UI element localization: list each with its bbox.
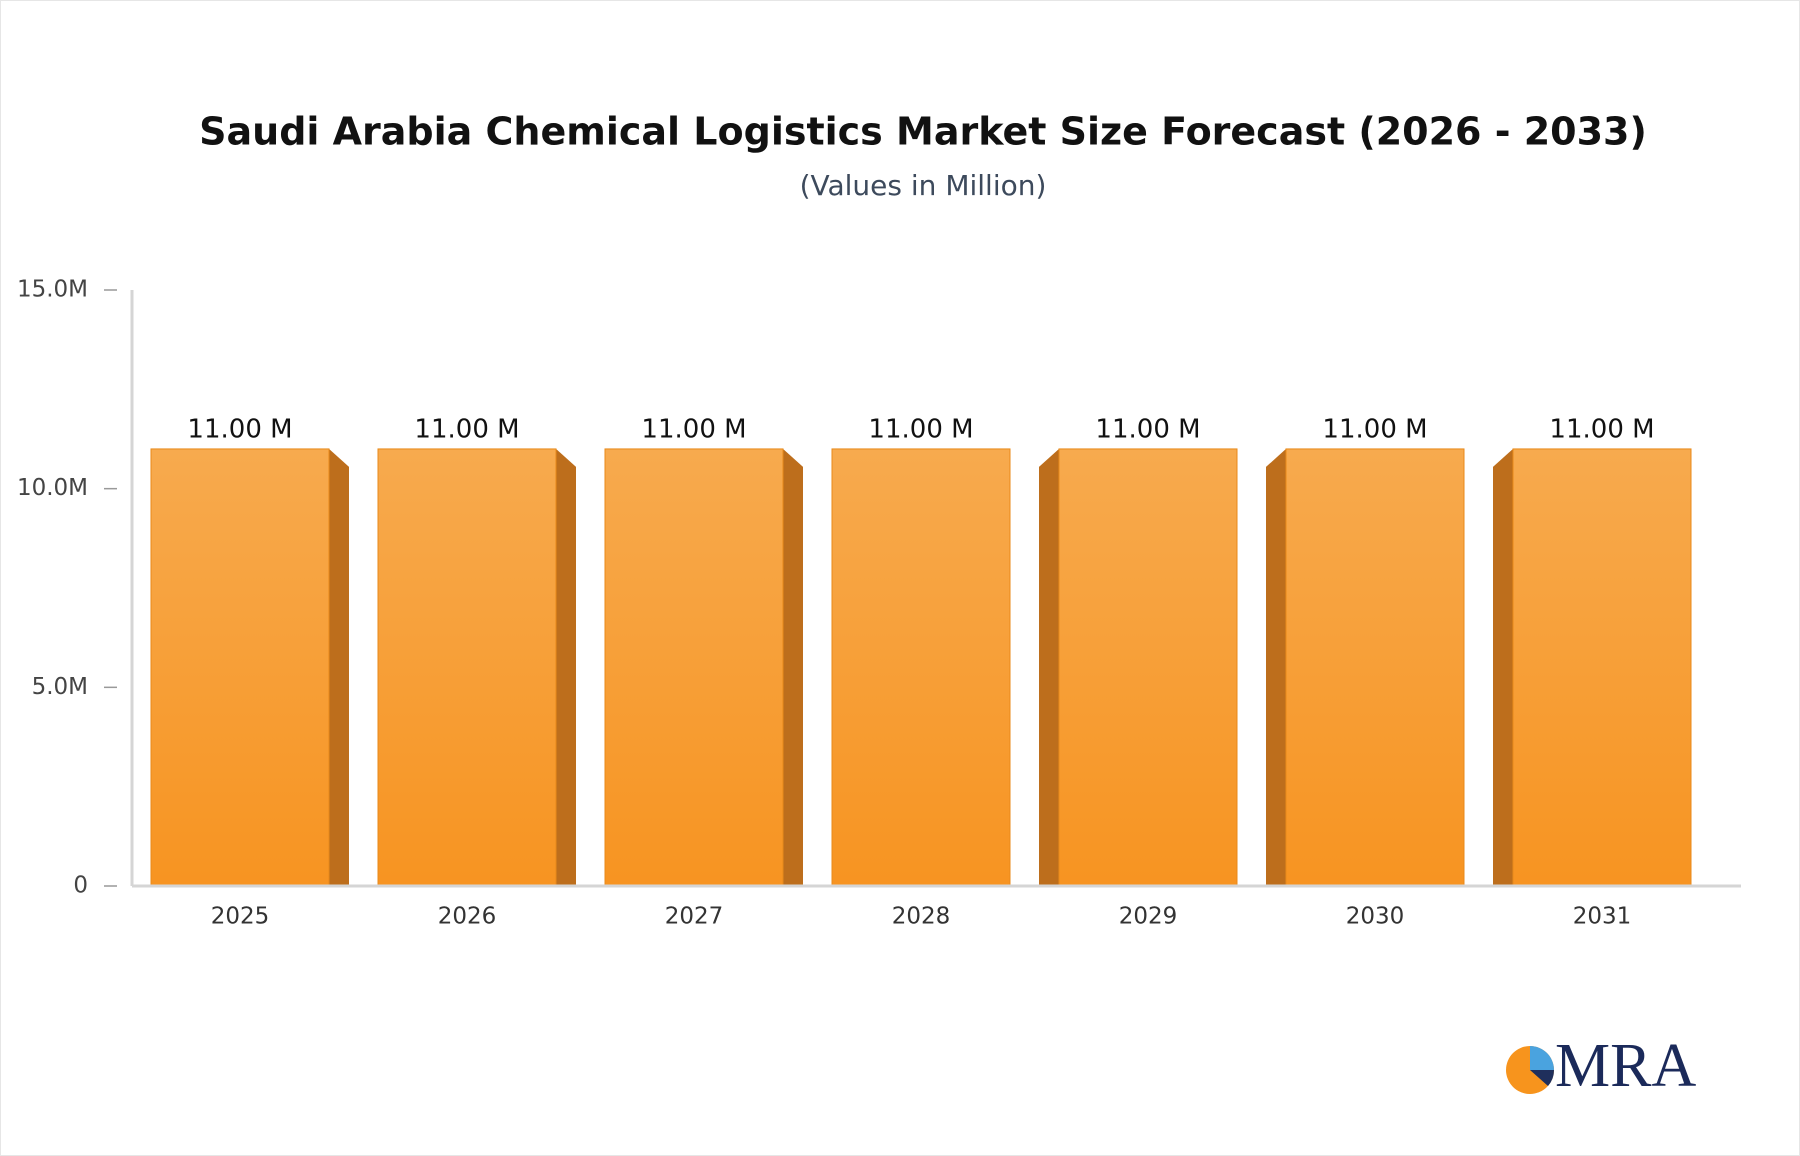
value-label: 11.00 M bbox=[1549, 414, 1654, 444]
x-tick-label: 2027 bbox=[665, 904, 724, 930]
x-tick-label: 2028 bbox=[892, 904, 951, 930]
bar-side bbox=[1493, 448, 1513, 886]
x-tick-label: 2029 bbox=[1119, 904, 1178, 930]
bar bbox=[1058, 448, 1238, 887]
bar-side bbox=[329, 448, 349, 886]
bar-side bbox=[1266, 448, 1286, 886]
chart-subtitle: (Values in Million) bbox=[800, 169, 1047, 202]
value-label: 11.00 M bbox=[1322, 414, 1427, 444]
logo-icon-piece bbox=[1530, 1070, 1555, 1086]
bar-side bbox=[1039, 448, 1059, 886]
value-label: 11.00 M bbox=[1095, 414, 1200, 444]
value-label: 11.00 M bbox=[414, 414, 519, 444]
logo-text: MRA bbox=[1555, 1032, 1696, 1100]
value-label: 11.00 M bbox=[868, 414, 973, 444]
bar bbox=[1285, 448, 1465, 887]
bar bbox=[150, 448, 330, 887]
bar bbox=[1512, 448, 1692, 887]
x-tick-label: 2026 bbox=[438, 904, 497, 930]
bar bbox=[831, 448, 1011, 887]
y-tick-label: 5.0M bbox=[32, 674, 88, 700]
bar-side bbox=[783, 448, 803, 886]
value-label: 11.00 M bbox=[187, 414, 292, 444]
y-tick-label: 0 bbox=[73, 873, 88, 899]
y-tick-label: 10.0M bbox=[17, 475, 88, 501]
x-tick-label: 2025 bbox=[211, 904, 270, 930]
bar bbox=[604, 448, 784, 887]
y-tick-label: 15.0M bbox=[17, 277, 88, 303]
bar bbox=[377, 448, 557, 887]
logo: MRA bbox=[1506, 1032, 1696, 1100]
x-tick-label: 2031 bbox=[1573, 904, 1632, 930]
bar-side bbox=[556, 448, 576, 886]
value-label: 11.00 M bbox=[641, 414, 746, 444]
chart-title: Saudi Arabia Chemical Logistics Market S… bbox=[199, 110, 1647, 154]
x-tick-label: 2030 bbox=[1346, 904, 1405, 930]
logo-icon-piece bbox=[1530, 1046, 1554, 1070]
